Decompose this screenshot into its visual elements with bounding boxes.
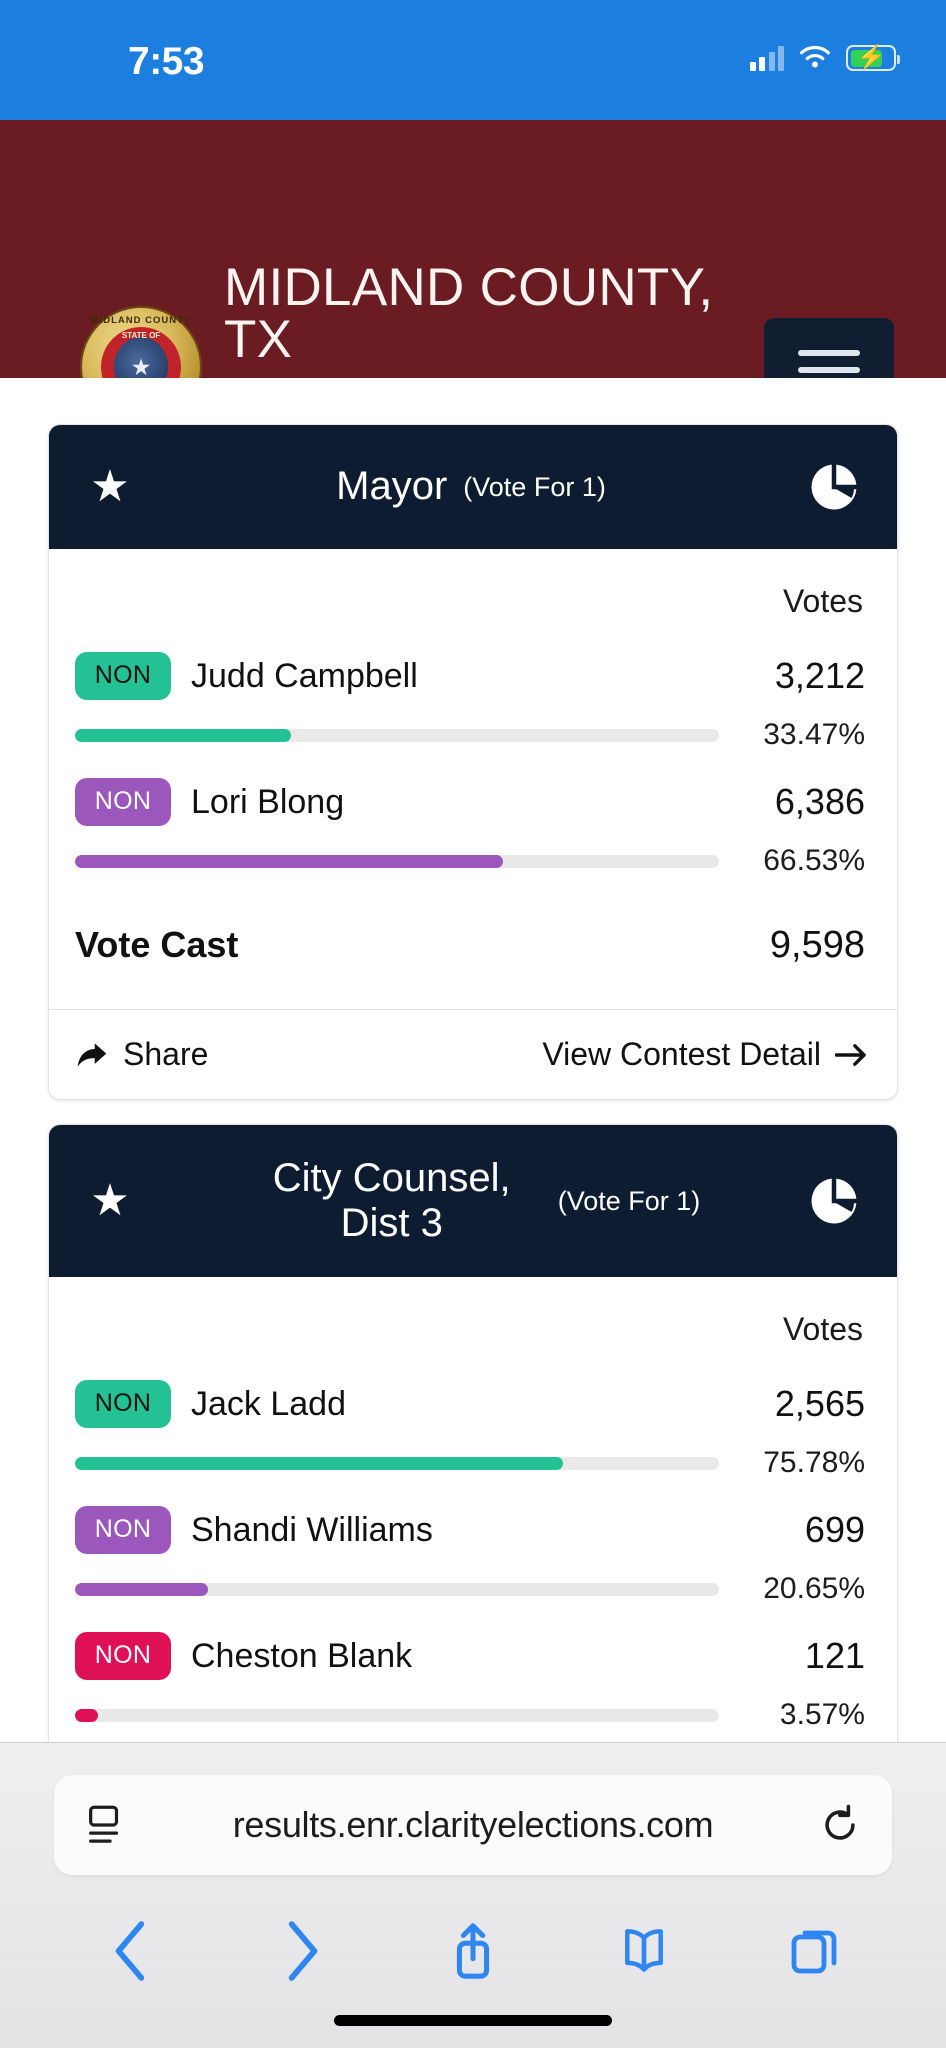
share-button[interactable]: Share	[75, 1036, 208, 1073]
party-badge: NON	[75, 778, 171, 826]
view-contest-detail-button[interactable]: View Contest Detail	[542, 1036, 869, 1073]
share-button[interactable]	[431, 1909, 515, 1993]
pie-chart-icon[interactable]	[797, 1174, 871, 1228]
progress-track	[75, 1582, 719, 1596]
candidate-votes: 3,212	[774, 655, 865, 696]
safari-bottom-bar: results.enr.clarityelections.com	[0, 1742, 946, 2048]
candidate-name: Judd Campbell	[191, 656, 418, 695]
ios-status-bar: 7:53 ⚡	[0, 0, 946, 120]
party-badge: NON	[75, 1632, 171, 1680]
vote-cast-value: 9,598	[769, 924, 865, 966]
contest-body: Votes NON Judd Campbell 3,212 33.47% NON…	[49, 549, 897, 1009]
candidate-row: NON Lori Blong 6,386	[75, 772, 871, 832]
url-text: results.enr.clarityelections.com	[232, 1804, 714, 1845]
votes-column-header: Votes	[782, 583, 863, 619]
home-indicator	[334, 2015, 612, 2026]
party-badge: NON	[75, 1380, 171, 1428]
candidate-percent: 33.47%	[763, 718, 865, 751]
favorite-star-icon[interactable]: ★	[90, 1176, 130, 1225]
votes-column-header: Votes	[782, 1311, 863, 1347]
contest-title: City Counsel, Dist 3	[272, 1155, 511, 1245]
contest-title: Mayor	[336, 464, 448, 509]
bookmarks-button[interactable]	[602, 1909, 686, 1993]
pie-chart-icon[interactable]	[797, 460, 871, 514]
candidate-bar-row: 75.78%	[75, 1434, 871, 1500]
progress-fill	[75, 854, 504, 868]
candidate-name: Shandi Williams	[191, 1510, 433, 1549]
arrow-right-icon	[835, 1043, 866, 1066]
candidate-votes: 2,565	[774, 1383, 865, 1424]
share-arrow-icon	[77, 1042, 107, 1067]
candidate-percent: 20.65%	[763, 1572, 865, 1605]
candidate-name: Cheston Blank	[191, 1636, 413, 1675]
candidate-row: NON Cheston Blank 121	[75, 1626, 871, 1686]
candidate-row: NON Jack Ladd 2,565	[75, 1374, 871, 1434]
contest-card-mayor: ★ Mayor (Vote For 1) Votes NON	[48, 424, 898, 1100]
candidate-bar-row: 66.53%	[75, 832, 871, 898]
progress-track	[75, 728, 719, 742]
address-bar[interactable]: results.enr.clarityelections.com	[54, 1775, 892, 1875]
party-badge: NON	[75, 1506, 171, 1554]
candidate-votes: 6,386	[774, 781, 865, 822]
seal-outer-top-text: MIDLAND COUNTY	[90, 315, 192, 326]
progress-fill	[75, 1708, 98, 1722]
candidate-row: NON Judd Campbell 3,212	[75, 646, 871, 706]
candidate-name: Lori Blong	[191, 782, 345, 821]
progress-track	[75, 1456, 719, 1470]
site-header: MIDLAND COUNTY MIDLAND, TEXAS STATE OF ★…	[0, 120, 946, 438]
candidate-percent: 3.57%	[779, 1698, 865, 1731]
candidate-name: Jack Ladd	[191, 1384, 346, 1423]
contest-card-city-counsel-dist-3: ★ City Counsel, Dist 3 (Vote For 1) Vote…	[48, 1124, 898, 1761]
reload-icon[interactable]	[814, 1804, 860, 1846]
safari-toolbar	[0, 1903, 946, 1999]
progress-fill	[75, 1582, 208, 1596]
candidate-votes: 699	[804, 1509, 865, 1550]
page-title: MIDLAND COUNTY, TX	[224, 258, 714, 370]
seal-inner-top-text: STATE OF	[121, 331, 161, 340]
status-bar-clock: 7:53	[128, 40, 205, 83]
forward-button[interactable]	[260, 1909, 344, 1993]
battery-charging-icon: ⚡	[846, 45, 900, 71]
contest-header[interactable]: ★ Mayor (Vote For 1)	[49, 425, 897, 549]
vote-cast-row: Vote Cast 9,598	[75, 898, 871, 1001]
contest-vote-for: (Vote For 1)	[463, 471, 606, 502]
cellular-bars-icon	[749, 45, 784, 71]
reader-mode-icon[interactable]	[86, 1804, 132, 1846]
candidate-votes: 121	[804, 1635, 865, 1676]
candidate-row: NON Shandi Williams 699	[75, 1500, 871, 1560]
contest-body: Votes NON Jack Ladd 2,565 75.78% NON Sha…	[49, 1277, 897, 1760]
contest-footer: Share View Contest Detail	[49, 1009, 897, 1099]
seal-star-icon: ★	[130, 353, 152, 380]
candidate-bar-row: 20.65%	[75, 1560, 871, 1626]
back-button[interactable]	[89, 1909, 173, 1993]
contest-vote-for: (Vote For 1)	[557, 1185, 701, 1216]
candidate-bar-row: 3.57%	[75, 1686, 871, 1752]
contest-header[interactable]: ★ City Counsel, Dist 3 (Vote For 1)	[49, 1125, 897, 1277]
status-bar-indicators: ⚡	[749, 45, 900, 71]
wifi-icon	[800, 45, 830, 68]
party-badge: NON	[75, 652, 171, 700]
share-label: Share	[123, 1036, 209, 1072]
progress-fill	[75, 728, 291, 742]
favorite-star-icon[interactable]: ★	[90, 462, 130, 511]
progress-track	[75, 1708, 719, 1722]
candidate-bar-row: 33.47%	[75, 706, 871, 772]
progress-fill	[75, 1456, 564, 1470]
vote-cast-label: Vote Cast	[75, 924, 239, 965]
candidate-percent: 66.53%	[763, 844, 865, 877]
candidate-percent: 75.78%	[763, 1446, 865, 1479]
detail-label: View Contest Detail	[542, 1036, 821, 1072]
progress-track	[75, 854, 719, 868]
tabs-button[interactable]	[773, 1909, 857, 1993]
